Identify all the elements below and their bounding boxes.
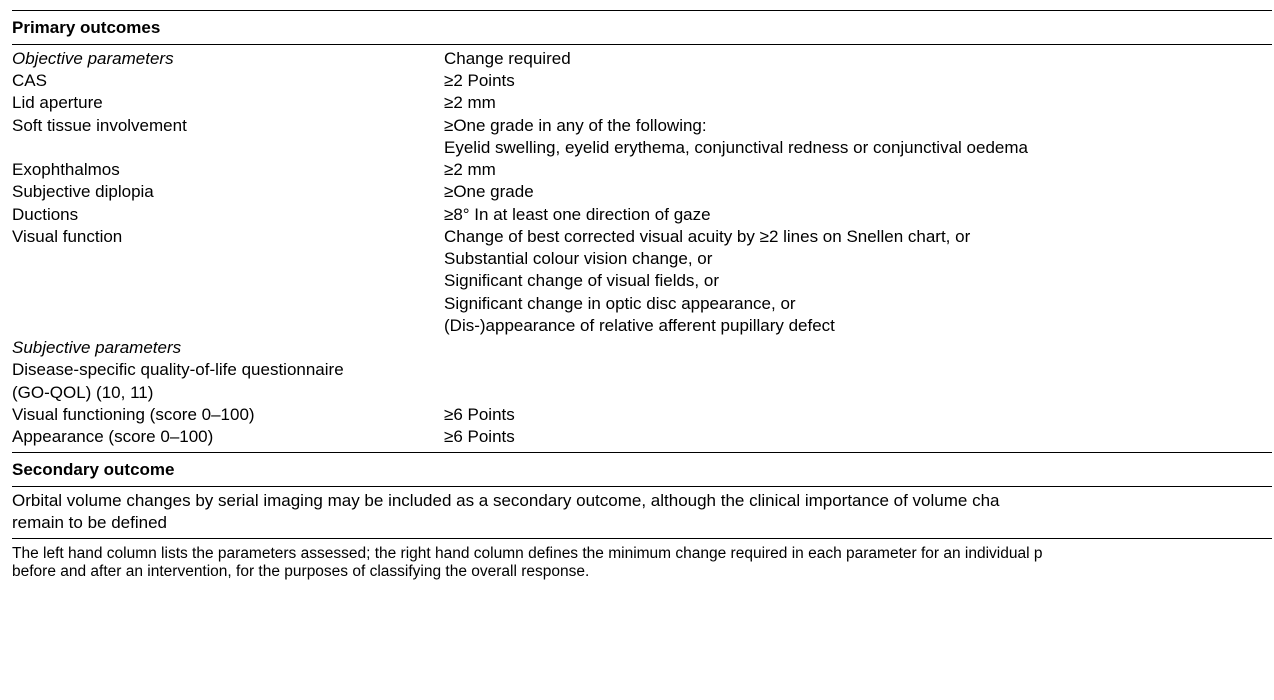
objective-header-row: Objective parameters Change required [12,47,1272,69]
cas-label: CAS [12,70,444,92]
objective-parameters-header: Objective parameters [12,47,444,69]
appearance-label: Appearance (score 0–100) [12,426,444,448]
visual-function-spacer2 [12,248,444,270]
ductions-label: Ductions [12,203,444,225]
soft-tissue-spacer [12,136,444,158]
cas-value: ≥2 Points [444,70,1272,92]
visual-function-spacer3 [12,270,444,292]
row-subjective-diplopia: Subjective diplopia ≥One grade [12,181,1272,203]
row-visual-function-3: Significant change of visual fields, or [12,270,1272,292]
footnote-line1: The left hand column lists the parameter… [12,545,1042,562]
content-area: Primary outcomes Objective parameters Ch… [12,10,1272,582]
lid-aperture-value: ≥2 mm [444,92,1272,114]
visual-function-v5: (Dis-)appearance of relative afferent pu… [444,314,1272,336]
visual-function-spacer4 [12,292,444,314]
lid-aperture-label: Lid aperture [12,92,444,114]
row-ductions: Ductions ≥8° In at least one direction o… [12,203,1272,225]
qol-line2: (GO-QOL) (10, 11) [12,381,444,403]
visual-function-v3: Significant change of visual fields, or [444,270,1272,292]
subjective-parameters-header: Subjective parameters [12,337,444,359]
rule-top [12,10,1272,11]
secondary-text-line2: remain to be defined [12,511,1272,533]
secondary-text-line1: Orbital volume changes by serial imaging… [12,489,1272,511]
visual-functioning-label: Visual functioning (score 0–100) [12,403,444,425]
qol-row-2: (GO-QOL) (10, 11) [12,381,1272,403]
visual-function-spacer5 [12,314,444,336]
visual-functioning-value: ≥6 Points [444,403,1272,425]
row-visual-function-5: (Dis-)appearance of relative afferent pu… [12,314,1272,336]
qol-row-1: Disease-specific quality-of-life questio… [12,359,1272,381]
visual-function-label: Visual function [12,225,444,247]
qol-spacer1 [444,359,1272,381]
soft-tissue-value1: ≥One grade in any of the following: [444,114,1272,136]
rule-under-primary [12,44,1272,45]
exophthalmos-value: ≥2 mm [444,159,1272,181]
rule-under-secondary [12,486,1272,487]
visual-function-v1: Change of best corrected visual acuity b… [444,225,1272,247]
subjective-spacer [444,337,1272,359]
visual-function-v4: Significant change in optic disc appeara… [444,292,1272,314]
change-required-header: Change required [444,47,1272,69]
row-appearance: Appearance (score 0–100) ≥6 Points [12,426,1272,448]
exophthalmos-label: Exophthalmos [12,159,444,181]
subjective-header-row: Subjective parameters [12,337,1272,359]
row-visual-function-2: Substantial colour vision change, or [12,248,1272,270]
soft-tissue-value2: Eyelid swelling, eyelid erythema, conjun… [444,136,1272,158]
row-exophthalmos: Exophthalmos ≥2 mm [12,159,1272,181]
footnote-line2: before and after an intervention, for th… [12,563,589,580]
secondary-outcome-title: Secondary outcome [12,455,1272,484]
qol-line1: Disease-specific quality-of-life questio… [12,359,444,381]
subjective-diplopia-value: ≥One grade [444,181,1272,203]
footnote: The left hand column lists the parameter… [12,541,1272,583]
soft-tissue-label: Soft tissue involvement [12,114,444,136]
row-lid-aperture: Lid aperture ≥2 mm [12,92,1272,114]
row-soft-tissue: Soft tissue involvement ≥One grade in an… [12,114,1272,136]
appearance-value: ≥6 Points [444,426,1272,448]
rule-above-secondary [12,452,1272,453]
subjective-diplopia-label: Subjective diplopia [12,181,444,203]
ductions-value: ≥8° In at least one direction of gaze [444,203,1272,225]
row-soft-tissue-cont: Eyelid swelling, eyelid erythema, conjun… [12,136,1272,158]
visual-function-v2: Substantial colour vision change, or [444,248,1272,270]
row-visual-function: Visual function Change of best corrected… [12,225,1272,247]
primary-outcomes-title: Primary outcomes [12,13,1272,42]
row-cas: CAS ≥2 Points [12,70,1272,92]
row-visual-function-4: Significant change in optic disc appeara… [12,292,1272,314]
qol-spacer2 [444,381,1272,403]
row-visual-functioning: Visual functioning (score 0–100) ≥6 Poin… [12,403,1272,425]
rule-bottom [12,538,1272,539]
